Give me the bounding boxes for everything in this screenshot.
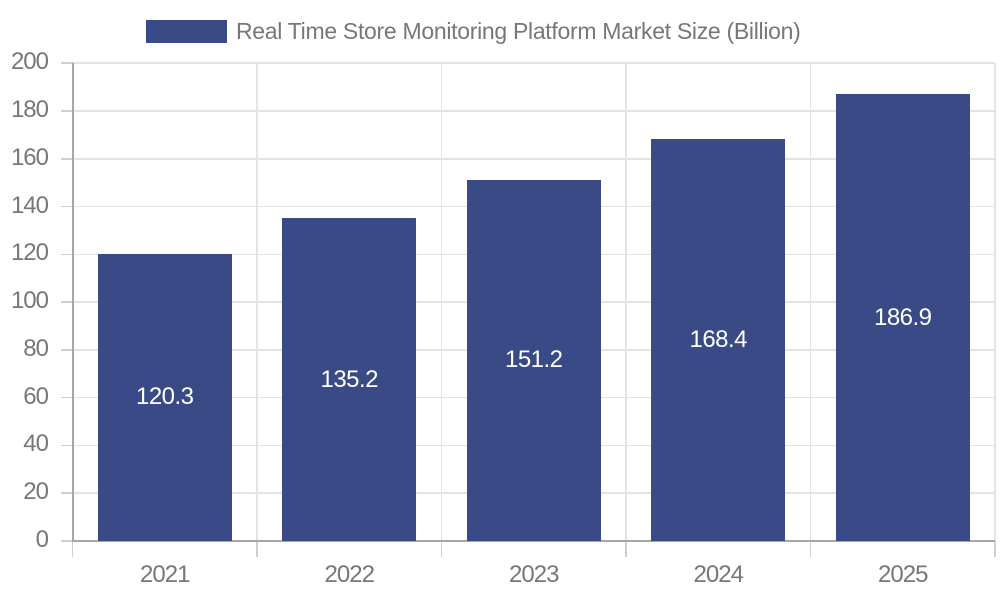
bar[interactable] [282,218,417,541]
y-tick-label: 40 [23,430,49,458]
h-gridline [72,62,995,64]
bar-value-label: 135.2 [320,365,379,393]
x-tick [440,541,443,557]
x-tick-label: 2023 [509,561,559,588]
bar[interactable] [835,94,970,541]
y-axis-line [71,63,74,541]
y-tick-label: 100 [10,287,49,315]
v-gridline [994,63,996,541]
bar-value-label: 151.2 [504,346,563,374]
x-tick [256,541,258,557]
x-tick-label: 2021 [140,561,190,588]
y-tick [60,492,74,494]
legend-label: Real Time Store Monitoring Platform Mark… [236,17,801,44]
v-gridline [809,63,812,541]
bar-value-label: 120.3 [135,383,194,411]
x-tick [71,541,74,557]
y-tick [60,396,74,399]
x-tick [809,541,812,557]
v-gridline [256,63,258,541]
y-tick [60,540,74,542]
v-gridline [440,63,443,541]
x-tick [625,541,627,557]
x-tick-label: 2022 [324,561,375,588]
x-tick-label: 2024 [693,561,744,588]
y-tick [60,349,74,351]
y-tick [60,158,74,160]
bar[interactable] [466,179,601,541]
y-tick-label: 60 [23,382,49,410]
v-gridline [625,63,627,541]
y-tick-label: 120 [10,239,49,267]
y-tick [60,110,74,112]
h-gridline [72,110,995,112]
y-tick-label: 140 [10,191,49,219]
bar[interactable] [651,138,786,541]
h-gridline [72,158,995,160]
y-tick-label: 160 [10,143,49,171]
bar-value-label: 168.4 [689,325,748,353]
y-tick [60,205,74,208]
bar[interactable] [97,253,232,541]
y-tick [60,301,74,303]
y-tick-label: 180 [10,96,49,124]
y-tick-label: 0 [35,526,49,554]
legend-item[interactable]: Real Time Store Monitoring Platform Mark… [146,14,801,48]
y-tick-label: 20 [23,478,49,506]
y-tick [60,444,74,447]
legend-swatch [146,19,227,43]
x-tick-label: 2025 [878,561,928,588]
x-axis-line [71,540,995,542]
bar-value-label: 186.9 [873,303,932,331]
y-tick [60,62,74,64]
y-tick-label: 80 [23,335,49,363]
y-tick [60,253,74,256]
x-tick [994,541,996,557]
y-tick-label: 200 [10,48,49,76]
